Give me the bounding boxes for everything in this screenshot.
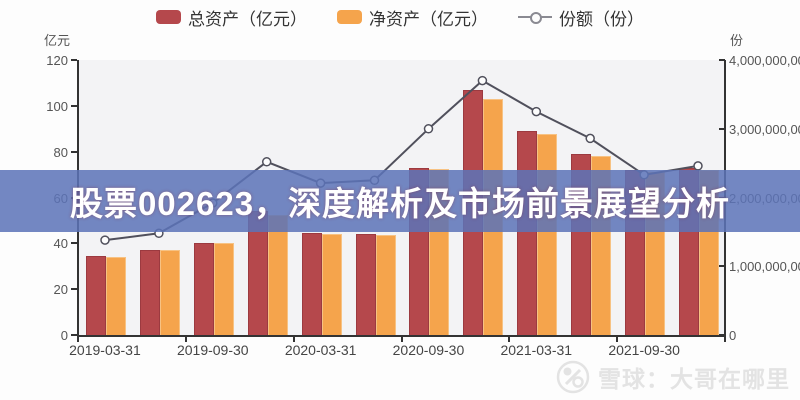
legend-item-2[interactable]: 份额（份）	[518, 5, 644, 30]
left-axis-tick	[71, 59, 77, 61]
x-axis-line	[77, 335, 726, 337]
chart-legend: 总资产（亿元） 净资产（亿元） 份额（份）	[0, 4, 800, 30]
xueqiu-snowball-logo-icon	[556, 360, 590, 394]
x-tick-label: 2021-09-30	[608, 342, 680, 358]
right-axis-tick	[719, 127, 725, 130]
x-axis-tick	[292, 337, 295, 342]
y-tick-label-left: 100	[46, 98, 68, 114]
line-marker	[261, 157, 272, 167]
title-banner-overlay: 股票002623，深度解析及市场前景展望分析	[0, 170, 800, 232]
left-axis-unit-label: 亿元	[44, 33, 71, 48]
y-tick-label-left: 20	[53, 282, 68, 298]
bar-net-assets	[213, 243, 234, 336]
x-tick-label: 2020-03-31	[284, 342, 357, 358]
right-axis-tick	[719, 334, 725, 336]
left-axis-tick	[71, 288, 77, 291]
bar-net-assets	[375, 235, 396, 336]
y-tick-label-right: 1,000,000,000	[729, 259, 800, 275]
bar-net-assets	[321, 234, 342, 336]
y-tick-label-left: 120	[46, 53, 68, 68]
left-axis-tick	[71, 242, 77, 245]
right-axis-tick	[719, 59, 725, 61]
line-marker	[693, 161, 703, 171]
bar-net-assets	[159, 250, 180, 336]
line-marker	[423, 124, 434, 134]
line-marker	[585, 133, 595, 144]
bar-total-assets	[301, 233, 322, 336]
right-axis-tick	[719, 265, 725, 268]
y-tick-label-right: 0	[729, 328, 737, 343]
x-axis-tick	[724, 337, 726, 342]
line-marker	[531, 106, 542, 117]
x-tick-label: 2019-09-30	[176, 342, 249, 358]
legend-swatch-icon	[337, 10, 362, 24]
legend-label: 净资产（亿元）	[369, 9, 488, 29]
x-tick-label: 2020-09-30	[392, 342, 465, 358]
legend-item-1[interactable]: 净资产（亿元）	[337, 5, 488, 30]
legend-swatch-icon	[156, 10, 181, 24]
right-axis-unit-label: 份	[730, 33, 744, 48]
x-axis-tick	[400, 337, 403, 342]
x-axis-tick	[184, 337, 187, 342]
x-axis-tick	[77, 337, 79, 342]
y-tick-label-left: 0	[60, 328, 68, 343]
legend-label: 份额（份）	[559, 9, 644, 29]
legend-label: 总资产（亿元）	[188, 9, 307, 29]
bar-net-assets	[105, 257, 126, 336]
x-tick-label: 2021-03-31	[500, 342, 573, 358]
bar-total-assets	[355, 234, 376, 336]
bar-total-assets	[139, 250, 160, 336]
line-marker	[100, 235, 110, 245]
banner-title: 股票002623，深度解析及市场前景展望分析	[69, 185, 731, 222]
x-axis-tick	[616, 337, 619, 342]
y-tick-label-right: 3,000,000,000	[729, 121, 800, 137]
x-axis-tick	[508, 337, 511, 342]
left-axis-tick	[71, 150, 77, 153]
left-axis-tick	[71, 104, 77, 107]
watermark-text: 雪球：大哥在哪里	[598, 366, 790, 392]
legend-line-marker-icon	[518, 10, 552, 24]
bar-total-assets	[85, 255, 106, 336]
x-tick-label: 2019-03-31	[69, 342, 141, 358]
y-tick-label-right: 4,000,000,000	[729, 53, 800, 68]
watermark: 雪球：大哥在哪里	[556, 358, 790, 396]
line-marker	[477, 75, 488, 86]
left-axis-tick	[71, 334, 77, 336]
y-tick-label-left: 40	[53, 236, 68, 252]
bar-total-assets	[193, 243, 214, 336]
y-tick-label-left: 80	[53, 144, 68, 160]
legend-item-0[interactable]: 总资产（亿元）	[156, 5, 307, 30]
